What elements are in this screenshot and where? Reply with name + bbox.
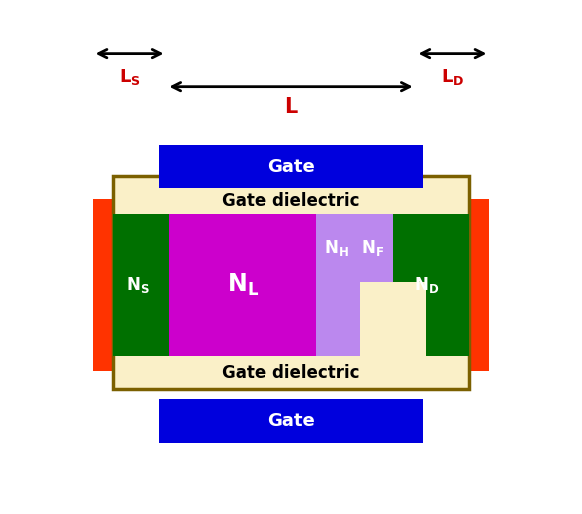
Text: $\mathbf{L_D}$: $\mathbf{L_D}$	[441, 66, 464, 86]
Text: $\mathbf{N_F}$: $\mathbf{N_F}$	[361, 238, 384, 258]
Text: Gate: Gate	[267, 412, 315, 430]
Text: $\mathbf{N_S}$: $\mathbf{N_S}$	[126, 275, 150, 295]
Bar	[426, 282, 469, 356]
Bar	[93, 198, 123, 372]
Bar	[159, 145, 423, 188]
Text: $\mathbf{N_H}$: $\mathbf{N_H}$	[324, 238, 349, 258]
Bar	[459, 198, 489, 372]
Bar	[113, 176, 469, 389]
Bar	[317, 214, 393, 282]
Bar	[159, 399, 423, 443]
Bar	[393, 214, 469, 282]
Text: $\mathbf{N_L}$: $\mathbf{N_L}$	[226, 272, 259, 298]
Text: Gate dielectric: Gate dielectric	[222, 192, 360, 210]
Bar	[113, 214, 169, 356]
Text: Gate dielectric: Gate dielectric	[222, 364, 360, 382]
Text: $\mathbf{N_D}$: $\mathbf{N_D}$	[414, 275, 439, 295]
Text: $\mathbf{L}$: $\mathbf{L}$	[283, 97, 299, 117]
Text: $\mathbf{L_S}$: $\mathbf{L_S}$	[119, 66, 140, 86]
Bar	[169, 214, 317, 356]
Text: Gate: Gate	[267, 158, 315, 176]
Bar	[317, 282, 360, 356]
